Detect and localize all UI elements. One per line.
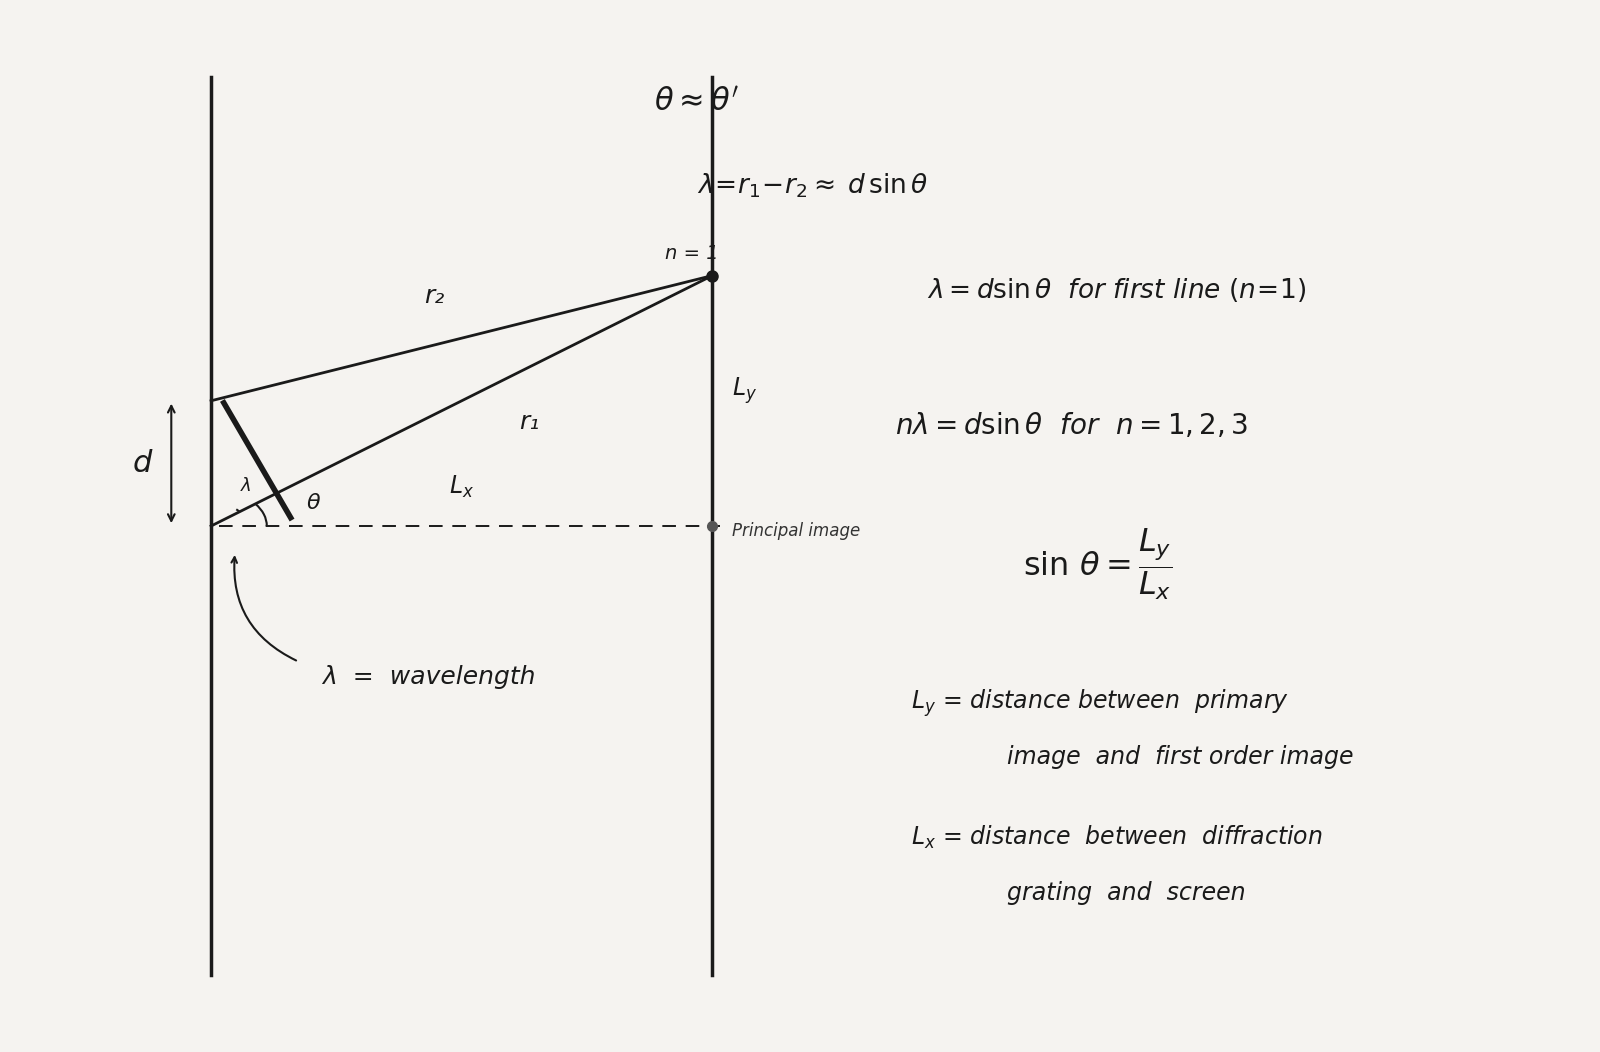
Text: $L_x$ = distance  between  diffraction: $L_x$ = distance between diffraction bbox=[912, 824, 1323, 851]
Text: Principal image: Principal image bbox=[731, 522, 859, 541]
Text: $\theta \approx \theta^{\prime}$: $\theta \approx \theta^{\prime}$ bbox=[654, 87, 739, 117]
Text: $n\lambda = d\sin\theta$  for  $n = 1, 2, 3$: $n\lambda = d\sin\theta$ for $n = 1, 2, … bbox=[896, 411, 1248, 440]
Text: θ: θ bbox=[307, 493, 320, 513]
Text: d: d bbox=[133, 449, 152, 478]
Text: $L_y$ = distance between  primary: $L_y$ = distance between primary bbox=[912, 688, 1290, 720]
Text: λ  =  wavelength: λ = wavelength bbox=[323, 665, 536, 689]
Text: grating  and  screen: grating and screen bbox=[1006, 881, 1245, 905]
Text: λ: λ bbox=[240, 477, 251, 494]
Text: $\lambda\!=\!r_1\!-\!r_2 \approx\;d\,\sin\theta$: $\lambda\!=\!r_1\!-\!r_2 \approx\;d\,\si… bbox=[696, 171, 928, 200]
Text: r₁: r₁ bbox=[520, 409, 539, 433]
Text: $\sin\,\theta = \dfrac{L_y}{L_x}$: $\sin\,\theta = \dfrac{L_y}{L_x}$ bbox=[1022, 526, 1171, 602]
Text: r₂: r₂ bbox=[424, 284, 445, 308]
Text: n = 1: n = 1 bbox=[664, 244, 718, 263]
Text: $\lambda = d\sin\theta$  for first line $(n\!=\!1)$: $\lambda = d\sin\theta$ for first line $… bbox=[928, 276, 1306, 304]
Text: image  and  first order image: image and first order image bbox=[1006, 745, 1354, 769]
Text: $L_x$: $L_x$ bbox=[450, 473, 474, 500]
Text: $L_y$: $L_y$ bbox=[731, 375, 757, 406]
